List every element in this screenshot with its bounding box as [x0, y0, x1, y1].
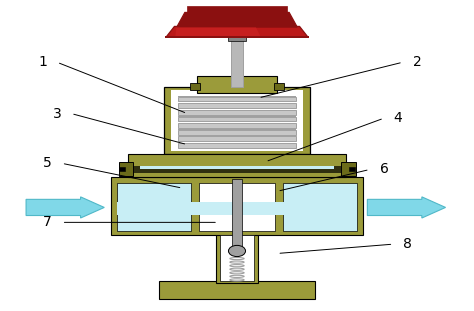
FancyArrow shape: [367, 197, 446, 218]
Bar: [283, 183, 357, 231]
Bar: [118, 162, 133, 176]
Polygon shape: [175, 27, 261, 37]
Bar: [349, 167, 355, 171]
Text: 8: 8: [403, 237, 412, 251]
Text: 4: 4: [394, 111, 402, 125]
Bar: [178, 116, 296, 117]
Text: 5: 5: [43, 156, 52, 170]
Bar: [197, 76, 277, 93]
Bar: [341, 162, 356, 176]
Bar: [178, 130, 296, 134]
Text: 3: 3: [53, 106, 61, 121]
Bar: [178, 96, 296, 97]
Bar: [178, 103, 296, 108]
Bar: [228, 37, 246, 41]
Bar: [178, 110, 296, 115]
Bar: [178, 123, 296, 128]
Bar: [111, 177, 363, 235]
Bar: [274, 83, 284, 90]
Bar: [231, 39, 243, 87]
Bar: [220, 235, 254, 281]
Polygon shape: [166, 26, 308, 37]
Bar: [165, 36, 309, 38]
Bar: [164, 87, 310, 154]
Text: 6: 6: [380, 162, 388, 177]
Bar: [233, 30, 241, 37]
Bar: [119, 167, 125, 171]
Bar: [187, 6, 287, 13]
Bar: [128, 154, 346, 177]
Bar: [159, 281, 315, 299]
FancyArrow shape: [26, 197, 104, 218]
Bar: [178, 109, 296, 110]
Bar: [178, 129, 296, 130]
Bar: [128, 166, 346, 173]
Bar: [178, 97, 296, 101]
Bar: [117, 183, 191, 231]
Bar: [199, 183, 275, 231]
Polygon shape: [177, 12, 297, 27]
Circle shape: [228, 245, 246, 257]
Bar: [117, 202, 357, 215]
Bar: [140, 166, 334, 169]
Bar: [178, 143, 296, 148]
Bar: [171, 90, 303, 151]
Text: 1: 1: [38, 55, 47, 69]
Bar: [178, 136, 296, 141]
Bar: [232, 179, 242, 252]
Text: 2: 2: [413, 55, 421, 69]
Bar: [216, 233, 258, 283]
Bar: [190, 83, 200, 90]
Text: 7: 7: [43, 215, 52, 230]
Bar: [178, 117, 296, 121]
